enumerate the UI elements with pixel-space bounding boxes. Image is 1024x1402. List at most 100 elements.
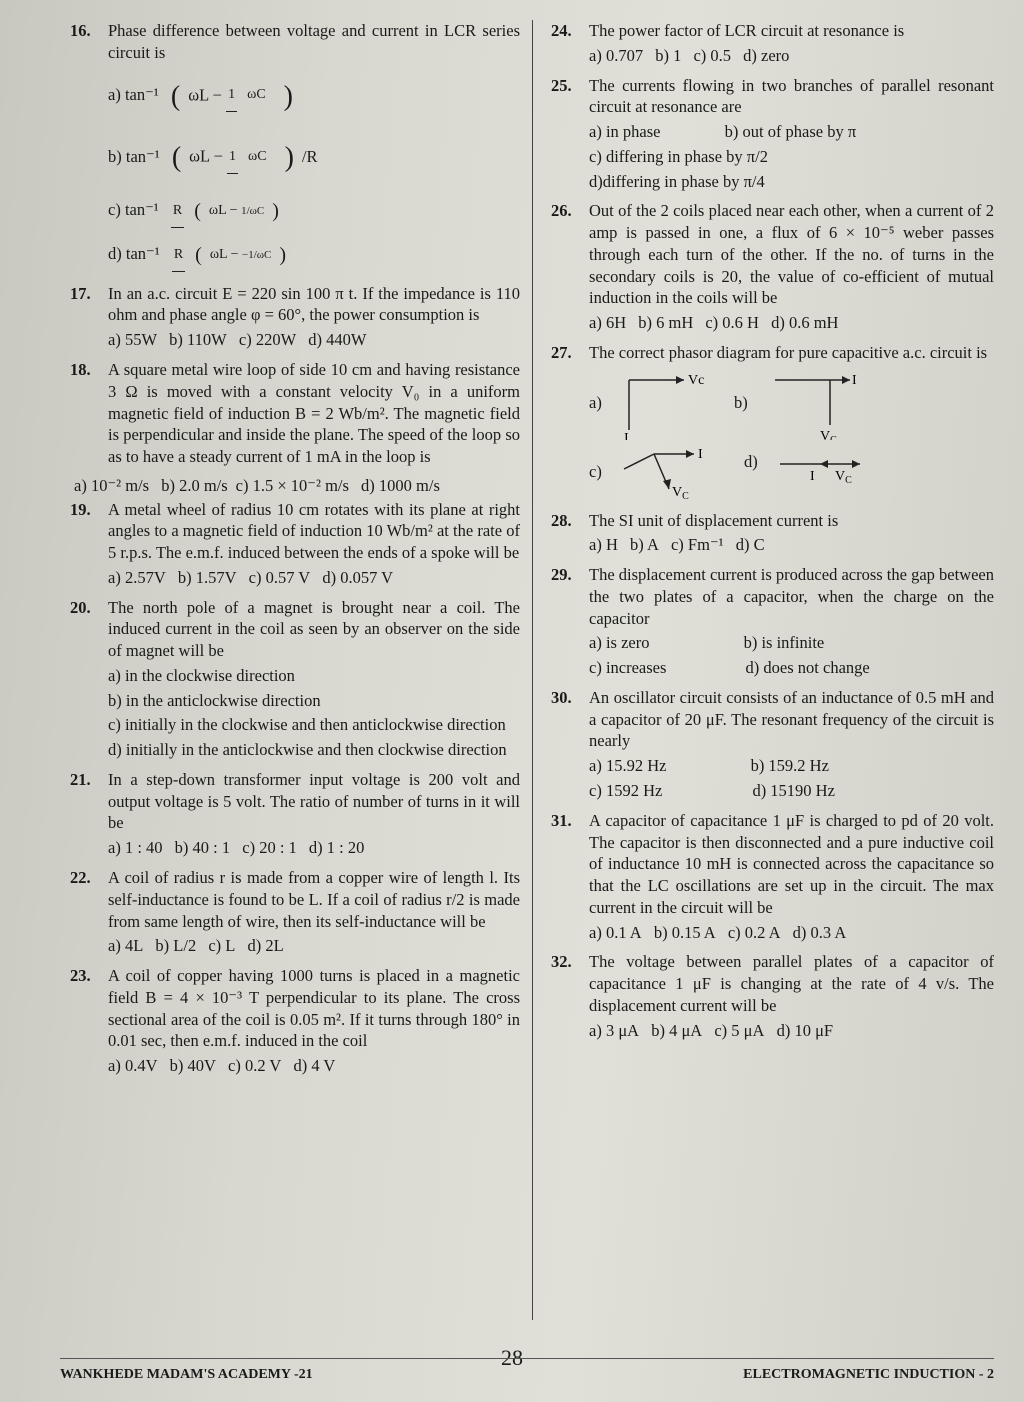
question-27: 27. The correct phasor diagram for pure …: [551, 342, 994, 504]
opt-c: c) increases: [589, 656, 666, 681]
q-body: The north pole of a magnet is brought ne…: [108, 597, 520, 763]
q-body: In a step-down transformer input voltage…: [108, 769, 520, 861]
opt-a: a) in the clockwise direction: [108, 664, 520, 689]
worksheet-page: 16. Phase difference between voltage and…: [0, 0, 1024, 1402]
opt-a: a) 0.1 A: [589, 921, 642, 946]
q-text: The SI unit of displacement current is: [589, 511, 838, 530]
question-29: 29. The displacement current is produced…: [551, 564, 994, 681]
opt-a: a) 4L: [108, 934, 143, 959]
opt-d: d) zero: [743, 44, 789, 69]
q-number: 22.: [70, 867, 98, 959]
q-number: 18.: [70, 359, 98, 468]
opt-c: c) I VC: [589, 444, 714, 504]
opt-c: c) 220W: [239, 328, 296, 353]
opt-a: a) 55W: [108, 328, 157, 353]
opt-c: c) 0.6 H: [705, 311, 759, 336]
question-22: 22. A coil of radius r is made from a co…: [70, 867, 520, 959]
question-24: 24. The power factor of LCR circuit at r…: [551, 20, 994, 69]
phasor-a-icon: Vc I: [614, 370, 704, 440]
q-options: a) 55W b) 110W c) 220W d) 440W: [108, 328, 520, 353]
q-number: 16.: [70, 20, 98, 277]
q-text: A coil of radius r is made from a copper…: [108, 868, 520, 931]
opt-b: b) 40 : 1: [175, 836, 230, 861]
opt-a: a) Vc I: [589, 370, 704, 440]
opt-c: c) 0.5: [693, 44, 731, 69]
question-28: 28. The SI unit of displacement current …: [551, 510, 994, 559]
opt-d: d) 2L: [247, 934, 283, 959]
q-options: a) in phase b) out of phase by π c) diff…: [589, 120, 994, 194]
left-column: 16. Phase difference between voltage and…: [70, 20, 532, 1320]
q-body: Phase difference between voltage and cur…: [108, 20, 520, 277]
two-column-layout: 16. Phase difference between voltage and…: [70, 20, 994, 1320]
q-body: The power factor of LCR circuit at reson…: [589, 20, 994, 69]
opt-d: d) tan⁻¹ R(ωL − −1/ωC): [108, 233, 312, 277]
footer-rule: [60, 1358, 994, 1359]
q-options: a) in the clockwise direction b) in the …: [108, 664, 520, 763]
footer-right: ELECTROMAGNETIC INDUCTION - 2: [743, 1366, 994, 1384]
opt-d: d) 440W: [308, 328, 366, 353]
q-text: A coil of copper having 1000 turns is pl…: [108, 966, 520, 1050]
opt-d: d) 0.057 V: [322, 566, 393, 591]
q-body: The currents flowing in two branches of …: [589, 75, 994, 195]
opt-c: c) 1592 Hz: [589, 779, 662, 804]
q-options: a) tan⁻¹ (ωL − 1ωC) b) tan⁻¹ (ωL − 1ωC)/…: [108, 66, 520, 277]
opt-c: c) Fm⁻¹: [671, 533, 724, 558]
opt-d: d) 10 μF: [777, 1019, 834, 1044]
question-32: 32. The voltage between parallel plates …: [551, 951, 994, 1043]
opt-b: b) A: [630, 533, 659, 558]
q-text: Out of the 2 coils placed near each othe…: [589, 201, 994, 307]
q-options: a) is zero b) is infinite c) increases d…: [589, 631, 994, 681]
question-30: 30. An oscillator circuit consists of an…: [551, 687, 994, 804]
q-number: 24.: [551, 20, 579, 69]
svg-text:I: I: [852, 373, 857, 388]
q-body: A square metal wire loop of side 10 cm a…: [108, 359, 520, 468]
opt-b: b) 6 mH: [638, 311, 693, 336]
opt-b: b) 1: [655, 44, 681, 69]
opt-b: b) 0.15 A: [654, 921, 716, 946]
svg-text:I: I: [624, 431, 629, 440]
q-number: 27.: [551, 342, 579, 504]
opt-b: b) tan⁻¹ (ωL − 1ωC)/R: [108, 127, 326, 189]
svg-text:Vc: Vc: [688, 373, 704, 388]
q-text: In a step-down transformer input voltage…: [108, 770, 520, 833]
opt-a: a) 1 : 40: [108, 836, 163, 861]
q-text: A metal wheel of radius 10 cm rotates wi…: [108, 500, 520, 563]
opt-d: d) 0.6 mH: [771, 311, 838, 336]
opt-c: c) 0.2 A: [728, 921, 781, 946]
q-text: An oscillator circuit consists of an ind…: [589, 688, 994, 751]
q-number: 30.: [551, 687, 579, 804]
opt-b: b) 4 μA: [651, 1019, 702, 1044]
q-body: The correct phasor diagram for pure capa…: [589, 342, 994, 504]
question-16: 16. Phase difference between voltage and…: [70, 20, 520, 277]
svg-text:VC: VC: [835, 469, 852, 484]
q-text: The currents flowing in two branches of …: [589, 76, 994, 117]
q-body: A metal wheel of radius 10 cm rotates wi…: [108, 499, 520, 591]
q-text: The displacement current is produced acr…: [589, 565, 994, 628]
phasor-b-icon: I VC: [760, 370, 860, 440]
opt-b: b) out of phase by π: [725, 120, 857, 145]
right-column: 24. The power factor of LCR circuit at r…: [532, 20, 994, 1320]
opt-b: b) 1.57V: [178, 566, 237, 591]
opt-d: d) 0.3 A: [793, 921, 847, 946]
q-text: In an a.c. circuit E = 220 sin 100 π t. …: [108, 284, 520, 325]
footer-left: WANKHEDE MADAM'S ACADEMY -21: [60, 1366, 313, 1384]
q-options: a) 15.92 Hz b) 159.2 Hz c) 1592 Hz d) 15…: [589, 754, 994, 804]
opt-b: b) L/2: [155, 934, 196, 959]
q-options: a) 3 μA b) 4 μA c) 5 μA d) 10 μF: [589, 1019, 994, 1044]
question-20: 20. The north pole of a magnet is brough…: [70, 597, 520, 763]
opt-b: b) in the anticlockwise direction: [108, 689, 520, 714]
q-options: a) 0.1 A b) 0.15 A c) 0.2 A d) 0.3 A: [589, 921, 994, 946]
opt-a: a) in phase: [589, 120, 660, 145]
q-options: a) 6H b) 6 mH c) 0.6 H d) 0.6 mH: [589, 311, 994, 336]
q-body: A coil of radius r is made from a copper…: [108, 867, 520, 959]
opt-b: b) 110W: [169, 328, 227, 353]
opt-b: b) 2.0 m/s: [161, 474, 227, 499]
opt-a: a) 15.92 Hz: [589, 754, 666, 779]
q-body: In an a.c. circuit E = 220 sin 100 π t. …: [108, 283, 520, 353]
opt-c: c) differing in phase by π/2: [589, 145, 768, 170]
svg-text:VC: VC: [672, 485, 689, 502]
q-options: a) H b) A c) Fm⁻¹ d) C: [589, 533, 994, 558]
q-body: A capacitor of capacitance 1 μF is charg…: [589, 810, 994, 946]
opt-c: c) 0.2 V: [228, 1054, 281, 1079]
svg-text:I: I: [698, 447, 703, 462]
